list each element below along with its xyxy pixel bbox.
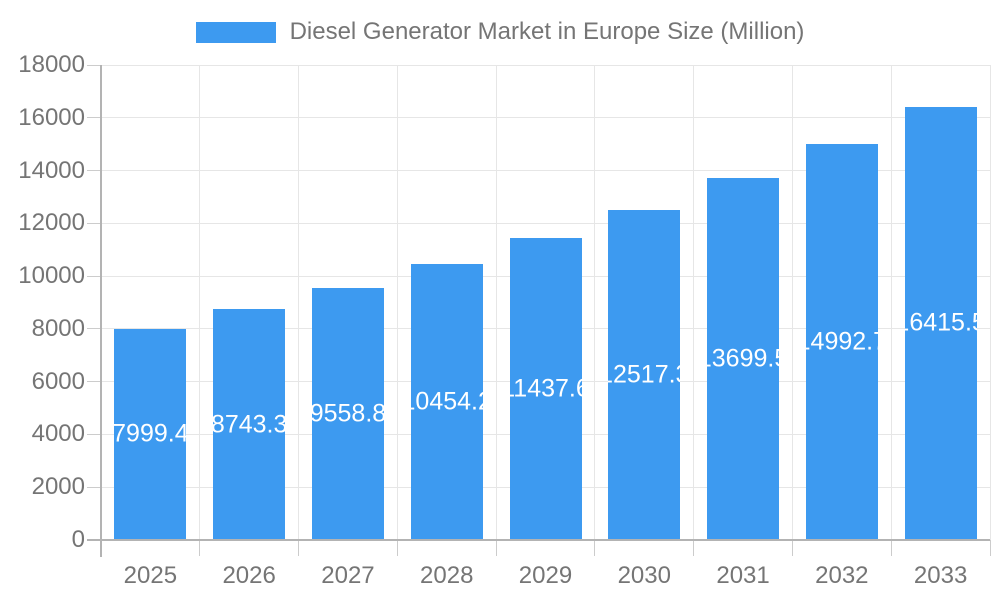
x-axis-tick — [298, 540, 300, 556]
x-axis-category-label: 2025 — [123, 562, 178, 589]
y-axis-tick-label: 2000 — [31, 473, 85, 501]
y-axis-tick — [87, 328, 101, 330]
bar-value-label: 16415.5 — [905, 308, 977, 337]
category-gridline — [495, 65, 497, 540]
bar-value-label: 13699.5 — [707, 344, 779, 373]
x-axis-tick — [396, 540, 398, 556]
x-axis-tick — [495, 540, 497, 556]
category-gridline — [791, 65, 793, 540]
bar-value-label: 9558.8 — [311, 399, 384, 428]
y-axis-tick-label: 18000 — [18, 51, 85, 78]
y-axis-tick-label: 14000 — [18, 156, 85, 184]
category-gridline — [199, 65, 201, 540]
x-axis-tick — [890, 540, 892, 556]
y-axis-tick — [87, 275, 101, 277]
category-gridline — [693, 65, 695, 540]
x-axis-category-label: 2028 — [420, 562, 474, 589]
y-gridline — [101, 170, 990, 172]
y-axis-tick-label: 12000 — [18, 209, 85, 237]
y-axis-tick-label: 6000 — [31, 367, 85, 395]
x-axis-tick — [791, 540, 793, 556]
y-axis-tick — [87, 222, 101, 224]
y-axis-tick — [87, 381, 101, 383]
y-axis-tick — [87, 117, 101, 119]
bar-value-label: 10454.2 — [411, 387, 483, 416]
x-axis-category-label: 2029 — [518, 562, 573, 589]
x-axis-tick — [693, 540, 695, 556]
y-axis-tick-label: 16000 — [18, 103, 85, 131]
bar[interactable]: 12517.3 — [608, 209, 681, 540]
legend-swatch — [195, 21, 276, 43]
category-gridline — [989, 65, 991, 540]
x-axis-category-label: 2027 — [321, 562, 375, 589]
y-axis-tick — [87, 64, 101, 66]
y-gridline — [101, 222, 990, 224]
category-gridline — [594, 65, 596, 540]
x-axis-category-label: 2030 — [617, 562, 671, 589]
x-axis-tick — [199, 540, 201, 556]
y-axis-line — [100, 65, 102, 557]
y-axis-tick-label: 4000 — [31, 420, 85, 448]
bar[interactable]: 16415.5 — [904, 106, 977, 540]
y-axis-tick — [87, 170, 101, 172]
x-axis-category-label: 2026 — [222, 562, 276, 589]
y-axis-tick — [87, 486, 101, 488]
y-axis-tick — [87, 433, 101, 435]
bar-value-label: 7999.4 — [114, 419, 187, 448]
chart-legend[interactable]: Diesel Generator Market in Europe Size (… — [0, 18, 1000, 46]
bar[interactable]: 7999.4 — [114, 328, 187, 540]
x-axis-baseline — [87, 539, 990, 541]
y-axis-tick-label: 0 — [71, 526, 85, 553]
bar[interactable]: 11437.6 — [509, 238, 582, 540]
bar-value-label: 14992.7 — [806, 327, 878, 356]
bar[interactable]: 14992.7 — [805, 144, 878, 540]
y-gridline — [101, 117, 990, 119]
x-axis-tick — [594, 540, 596, 556]
bar-value-label: 11437.6 — [510, 374, 582, 403]
x-axis-tick — [989, 540, 991, 556]
bar[interactable]: 9558.8 — [311, 287, 384, 540]
y-axis-tick-label: 10000 — [18, 262, 85, 290]
x-axis-category-label: 2033 — [913, 562, 968, 589]
bar[interactable]: 13699.5 — [707, 178, 780, 540]
category-gridline — [890, 65, 892, 540]
category-gridline — [396, 65, 398, 540]
x-axis-category-label: 2031 — [716, 562, 770, 589]
legend-label: Diesel Generator Market in Europe Size (… — [289, 18, 805, 45]
x-axis-category-label: 2032 — [815, 562, 869, 589]
category-gridline — [298, 65, 300, 540]
bar-value-label: 8743.3 — [213, 410, 286, 439]
bar[interactable]: 8743.3 — [213, 309, 286, 540]
bar[interactable]: 10454.2 — [410, 264, 483, 540]
y-axis-tick-label: 8000 — [31, 314, 85, 342]
y-gridline — [101, 64, 990, 66]
bar-value-label: 12517.3 — [608, 360, 680, 389]
